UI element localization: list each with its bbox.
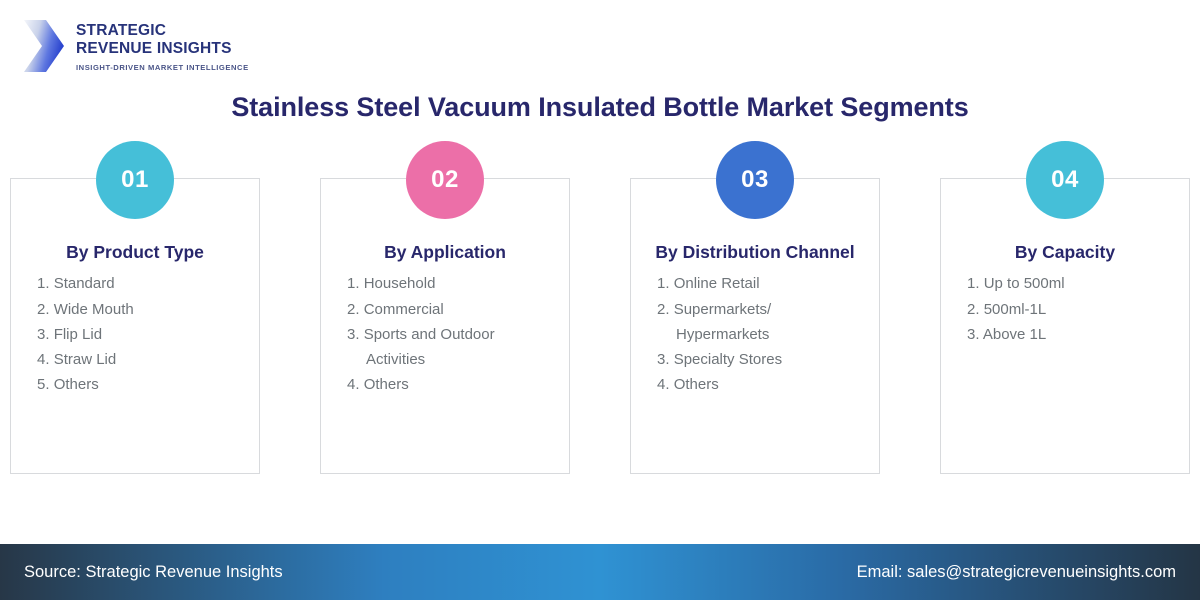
list-item-number: 4. — [657, 376, 670, 394]
list-item-label: Supermarkets/ Hypermarkets — [673, 300, 772, 343]
list-item-label: Above 1L — [982, 325, 1047, 343]
brand-tagline: INSIGHT-DRIVEN MARKET INTELLIGENCE — [76, 62, 249, 72]
segment-card-2: 02 By Application 1. Household 2. Commer… — [320, 141, 570, 474]
footer-email[interactable]: Email: sales@strategicrevenueinsights.co… — [856, 562, 1176, 581]
list-item: 1. Online Retail — [657, 271, 865, 296]
list-item: 4. Others — [347, 372, 555, 397]
list-item: 4. Others — [657, 372, 865, 397]
list-item: 3. Above 1L — [967, 322, 1175, 347]
list-item-number: 4. — [347, 376, 360, 394]
card-heading-1: By Product Type — [66, 242, 204, 262]
list-item-number: 2. — [37, 300, 50, 318]
card-list-3: 1. Online Retail 2. Supermarkets/ Hyperm… — [657, 271, 865, 397]
card-body-1: By Product Type 1. Standard 2. Wide Mout… — [11, 179, 259, 407]
brand-name-line1: STRATEGIC — [76, 22, 167, 40]
brand-name-line2: REVENUE INSIGHTS — [76, 39, 232, 57]
card-list-2: 1. Household 2. Commercial 3. Sports and… — [347, 271, 555, 397]
list-item-label: Commercial — [363, 300, 444, 318]
list-item-label: Specialty Stores — [673, 350, 783, 368]
list-item-number: 5. — [37, 376, 50, 394]
list-item: 1. Standard — [37, 271, 245, 296]
list-item-number: 4. — [37, 350, 50, 368]
list-item-number: 3. — [347, 325, 360, 343]
list-item-number: 3. — [37, 325, 50, 343]
list-item-number: 1. — [37, 275, 50, 293]
list-item: 3. Specialty Stores — [657, 347, 865, 372]
card-number-badge-4: 04 — [1026, 141, 1104, 219]
list-item-number: 2. — [347, 300, 360, 318]
list-item: 2. Wide Mouth — [37, 297, 245, 322]
list-item-number: 1. — [967, 275, 980, 293]
list-item: 2. Supermarkets/ Hypermarkets — [657, 297, 865, 347]
list-item-label: Straw Lid — [53, 350, 117, 368]
card-body-4: By Capacity 1. Up to 500ml 2. 500ml-1L 3… — [941, 179, 1189, 357]
footer-bar: Source: Strategic Revenue Insights Email… — [0, 544, 1200, 600]
list-item: 3. Flip Lid — [37, 322, 245, 347]
list-item-label: Online Retail — [673, 275, 760, 293]
list-item-label: Sports and Outdoor Activities — [363, 325, 495, 368]
segment-card-4: 04 By Capacity 1. Up to 500ml 2. 500ml-1… — [940, 141, 1190, 474]
list-item-label: Others — [363, 376, 409, 394]
list-item-label: Others — [673, 376, 719, 394]
card-body-2: By Application 1. Household 2. Commercia… — [321, 179, 569, 407]
card-number-badge-2: 02 — [406, 141, 484, 219]
card-number-badge-3: 03 — [716, 141, 794, 219]
segment-card-1: 01 By Product Type 1. Standard 2. Wide M… — [10, 141, 260, 474]
list-item-label: 500ml-1L — [983, 300, 1047, 318]
list-item-number: 1. — [657, 275, 670, 293]
brand-logo: STRATEGIC REVENUE INSIGHTS INSIGHT-DRIVE… — [22, 18, 249, 74]
list-item: 4. Straw Lid — [37, 347, 245, 372]
segment-card-3: 03 By Distribution Channel 1. Online Ret… — [630, 141, 880, 474]
page-title: Stainless Steel Vacuum Insulated Bottle … — [231, 92, 969, 122]
list-item-label: Up to 500ml — [983, 275, 1065, 293]
list-item-number: 2. — [657, 300, 670, 318]
list-item: 1. Up to 500ml — [967, 271, 1175, 296]
list-item: 5. Others — [37, 372, 245, 397]
list-item: 2. Commercial — [347, 297, 555, 322]
list-item-label: Standard — [53, 275, 115, 293]
list-item: 3. Sports and Outdoor Activities — [347, 322, 555, 372]
list-item-number: 2. — [967, 300, 980, 318]
segment-cards-container: 01 By Product Type 1. Standard 2. Wide M… — [10, 141, 1190, 474]
list-item-number: 3. — [967, 325, 980, 343]
list-item: 2. 500ml-1L — [967, 297, 1175, 322]
card-heading-4: By Capacity — [1014, 242, 1116, 262]
list-item-number: 3. — [657, 350, 670, 368]
card-body-3: By Distribution Channel 1. Online Retail… — [631, 179, 879, 407]
list-item-label: Others — [53, 376, 99, 394]
list-item-label: Wide Mouth — [53, 300, 134, 318]
card-list-4: 1. Up to 500ml 2. 500ml-1L 3. Above 1L — [967, 271, 1175, 347]
footer-source: Source: Strategic Revenue Insights — [24, 562, 283, 581]
card-number-badge-1: 01 — [96, 141, 174, 219]
list-item: 1. Household — [347, 271, 555, 296]
card-heading-3: By Distribution Channel — [655, 242, 855, 262]
list-item-label: Household — [363, 275, 436, 293]
card-heading-2: By Application — [384, 242, 506, 262]
card-list-1: 1. Standard 2. Wide Mouth 3. Flip Lid 4.… — [37, 271, 245, 397]
list-item-label: Flip Lid — [53, 325, 103, 343]
list-item-number: 1. — [347, 275, 360, 293]
chevron-arrow-icon — [24, 20, 64, 72]
